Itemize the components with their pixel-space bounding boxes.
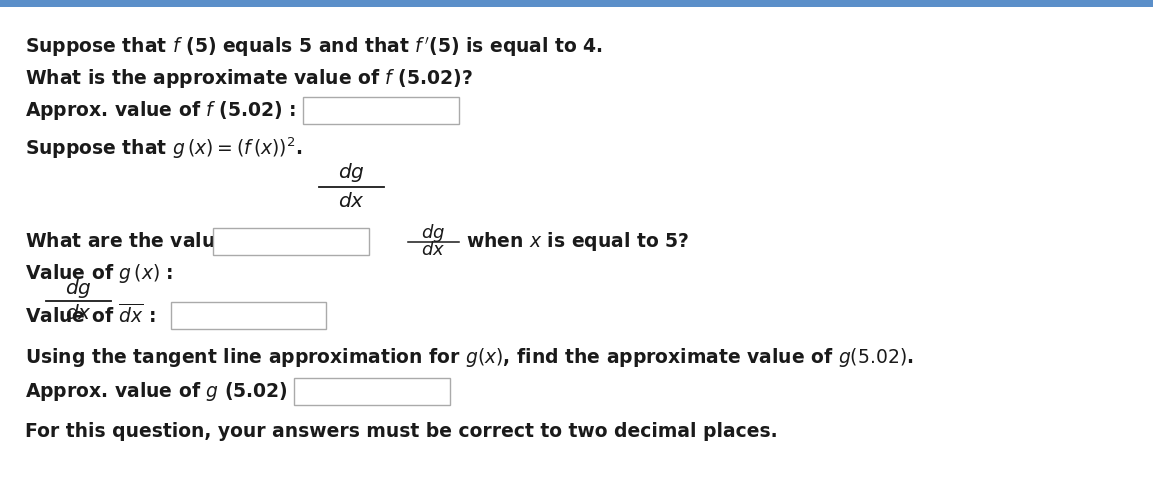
Text: Approx. value of $f$ (5.02) :: Approx. value of $f$ (5.02) :: [25, 100, 296, 122]
Bar: [171, 302, 326, 329]
Bar: [303, 97, 459, 124]
Text: What are the values of $g\,(x)$ and: What are the values of $g\,(x)$ and: [25, 230, 360, 253]
Text: $dg$: $dg$: [422, 222, 445, 244]
Text: Suppose that $f$ (5) equals 5 and that $f\,'$(5) is equal to 4.: Suppose that $f$ (5) equals 5 and that $…: [25, 35, 603, 59]
Bar: [294, 378, 450, 405]
Text: $dx$: $dx$: [65, 304, 92, 322]
Text: What is the approximate value of $f$ (5.02)?: What is the approximate value of $f$ (5.…: [25, 68, 474, 90]
Bar: [0, 0, 1153, 7]
Text: $dg$: $dg$: [65, 277, 92, 300]
Bar: [213, 228, 369, 255]
Text: Value of $g\,(x)$ :: Value of $g\,(x)$ :: [25, 262, 174, 285]
Text: Value of $\overline{dx}$ :: Value of $\overline{dx}$ :: [25, 304, 156, 327]
Text: $dg$: $dg$: [338, 161, 366, 184]
Text: Suppose that $g\,(x) = (f\,(x))^2$.: Suppose that $g\,(x) = (f\,(x))^2$.: [25, 135, 303, 161]
Text: Using the tangent line approximation for $g(x)$, find the approximate value of $: Using the tangent line approximation for…: [25, 346, 914, 369]
Text: Approx. value of $g$ (5.02) :: Approx. value of $g$ (5.02) :: [25, 381, 302, 403]
Text: For this question, your answers must be correct to two decimal places.: For this question, your answers must be …: [25, 422, 778, 441]
Text: when $x$ is equal to 5?: when $x$ is equal to 5?: [466, 230, 689, 253]
Text: $dx$: $dx$: [338, 192, 366, 211]
Text: $dx$: $dx$: [421, 241, 446, 259]
